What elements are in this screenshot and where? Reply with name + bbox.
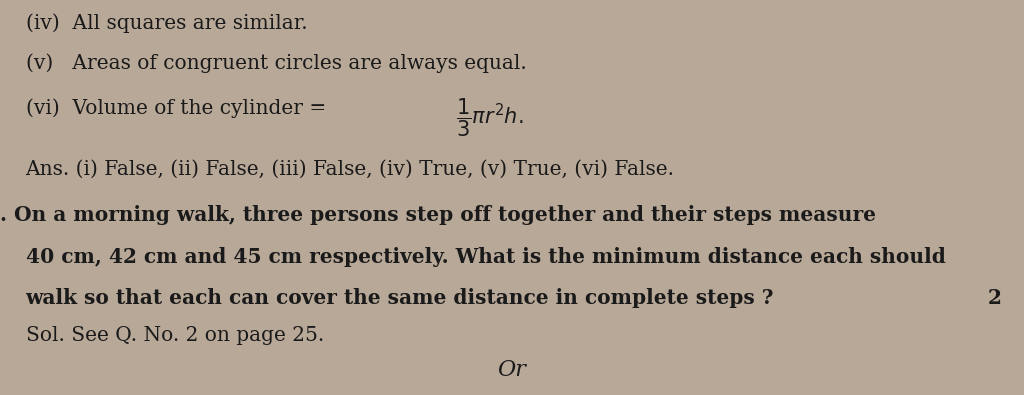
Text: . On a morning walk, three persons step off together and their steps measure: . On a morning walk, three persons step … [0,205,876,226]
Text: Or: Or [498,359,526,382]
Text: walk so that each can cover the same distance in complete steps ?: walk so that each can cover the same dis… [26,288,774,308]
Text: Ans. (i) False, (ii) False, (iii) False, (iv) True, (v) True, (vi) False.: Ans. (i) False, (ii) False, (iii) False,… [26,160,675,179]
Text: $\dfrac{1}{3}\pi r^2 h.$: $\dfrac{1}{3}\pi r^2 h.$ [456,97,523,139]
Text: 40 cm, 42 cm and 45 cm respectively. What is the minimum distance each should: 40 cm, 42 cm and 45 cm respectively. Wha… [26,247,945,267]
Text: 2: 2 [987,288,1001,308]
Text: (v)   Areas of congruent circles are always equal.: (v) Areas of congruent circles are alway… [26,53,526,73]
Text: Sol. See Q. No. 2 on page 25.: Sol. See Q. No. 2 on page 25. [26,326,324,345]
Text: (iv)  All squares are similar.: (iv) All squares are similar. [26,14,307,34]
Text: (vi)  Volume of the cylinder =: (vi) Volume of the cylinder = [26,99,332,118]
